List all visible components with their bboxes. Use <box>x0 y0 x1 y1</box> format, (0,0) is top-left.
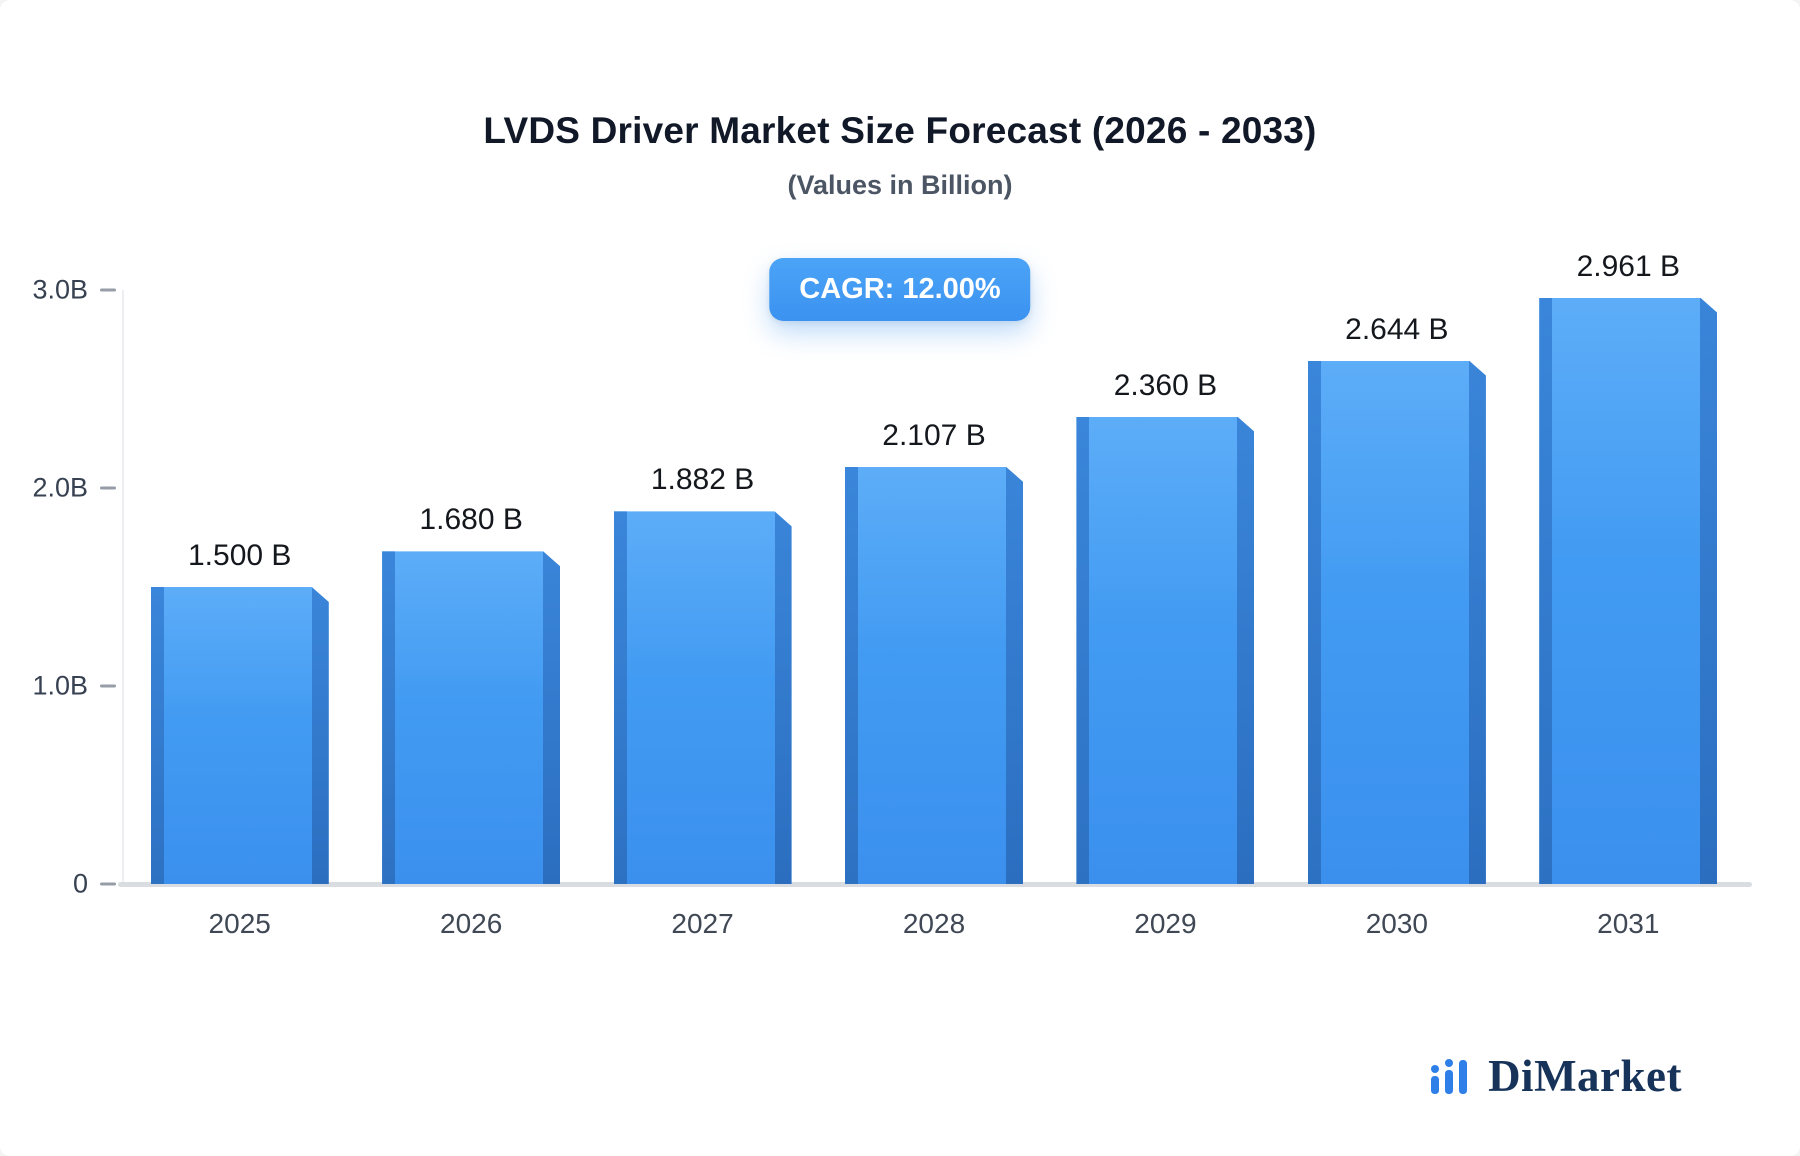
chart-title: LVDS Driver Market Size Forecast (2026 -… <box>483 110 1317 151</box>
brand-logo-text: DiMarket <box>1488 1051 1682 1101</box>
y-tick-label: 2.0B <box>32 472 88 503</box>
bar-value-label: 1.882 B <box>650 463 755 497</box>
bar-value-label: 2.961 B <box>1576 249 1680 283</box>
y-tick-3.0B: 3.0B <box>32 275 116 306</box>
cagr-badge: CAGR: 12.00% <box>769 258 1031 321</box>
bar-2026: 1.680 B <box>382 503 560 884</box>
plot-area: 0 1.0B 2.0B 3.0B 1.500 B 2025 1.680 B 2026 1.88… <box>32 250 1752 939</box>
y-axis-line <box>122 290 124 884</box>
y-tick-label: 1.0B <box>32 670 88 701</box>
bar-body <box>1539 298 1717 884</box>
bar-value-label: 1.500 B <box>187 539 292 572</box>
x-axis-label-2025: 2025 <box>208 908 271 939</box>
y-tick-dash <box>100 486 116 490</box>
bar-body <box>151 587 329 884</box>
y-axis: 0 1.0B 2.0B 3.0B <box>32 275 1744 899</box>
x-axis-label-2029: 2029 <box>1134 908 1197 939</box>
x-axis-label-2031: 2031 <box>1597 908 1660 939</box>
y-tick-dash <box>100 684 116 688</box>
bar-2027: 1.882 B <box>614 463 792 884</box>
bar-chart-logo-icon <box>1426 1052 1474 1100</box>
bar-value-label: 2.107 B <box>882 418 986 452</box>
bar-value-label: 2.360 B <box>1113 368 1218 402</box>
y-tick-1.0B: 1.0B <box>32 671 116 702</box>
x-axis-label-2027: 2027 <box>671 908 734 939</box>
chart-subtitle: (Values in Billion) <box>787 170 1013 200</box>
x-axis-label-2026: 2026 <box>439 908 503 939</box>
x-axis-label-2028: 2028 <box>902 908 966 939</box>
y-tick-dash <box>100 882 116 886</box>
y-tick-label: 3.0B <box>32 274 88 305</box>
y-tick-dash <box>100 288 116 292</box>
bar-2028: 2.107 B <box>845 419 1023 884</box>
bar-body <box>845 467 1023 884</box>
y-tick-0: 0 <box>73 869 116 900</box>
x-axis-label-2030: 2030 <box>1365 908 1428 939</box>
bar-body <box>382 551 560 884</box>
bar-2030: 2.644 B <box>1308 313 1486 885</box>
bar-value-label: 2.644 B <box>1345 312 1449 346</box>
bar-body <box>1308 361 1486 885</box>
bar-2029: 2.360 B <box>1076 369 1254 884</box>
bar-2025: 1.500 B <box>151 539 329 884</box>
brand-logo: DiMarket <box>1426 1050 1682 1102</box>
bar-body <box>1076 417 1254 884</box>
y-tick-2.0B: 2.0B <box>32 473 116 504</box>
bar-2031: 2.961 B <box>1539 250 1717 884</box>
bar-body <box>614 511 792 884</box>
bar-value-label: 1.680 B <box>419 503 523 537</box>
x-axis-line <box>118 882 1752 887</box>
y-tick-label: 0 <box>72 868 88 899</box>
